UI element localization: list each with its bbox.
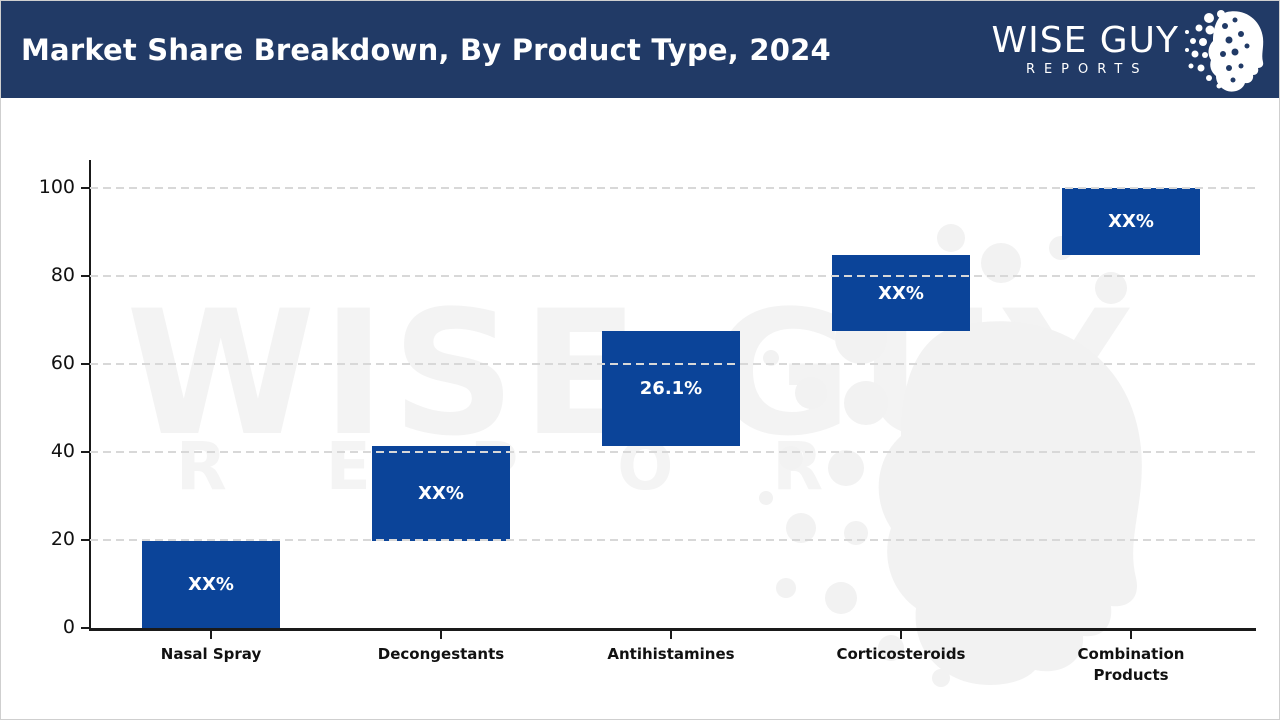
y-axis-line bbox=[89, 160, 91, 630]
wise-guy-head-icon bbox=[1185, 9, 1264, 92]
gridline-y80 bbox=[90, 275, 1256, 277]
bar-nasal-spray: XX% bbox=[142, 540, 280, 628]
y-tick-40 bbox=[81, 451, 89, 453]
bar-value-label: XX% bbox=[878, 282, 924, 304]
page-title: Market Share Breakdown, By Product Type,… bbox=[21, 32, 831, 67]
bar-decongestants: XX% bbox=[372, 446, 510, 541]
x-tick-1 bbox=[440, 631, 442, 639]
x-tick-4 bbox=[1130, 631, 1132, 639]
wise-guy-logo: WISE GUY REPORTS bbox=[992, 6, 1280, 94]
y-tick-label-80: 80 bbox=[50, 264, 75, 286]
y-tick-20 bbox=[81, 539, 89, 541]
bar-value-label: XX% bbox=[188, 573, 234, 595]
x-category-label-1: Decongestants bbox=[377, 645, 505, 663]
gridline-y40 bbox=[90, 451, 1256, 453]
x-category-label-3: Corticosteroids bbox=[836, 645, 966, 663]
bar-value-label: XX% bbox=[418, 483, 464, 505]
chart-area: WISE GUY R E P O R T S 020406080100XX%Na… bbox=[1, 98, 1279, 719]
y-tick-60 bbox=[81, 363, 89, 365]
header-bar: Market Share Breakdown, By Product Type,… bbox=[1, 1, 1279, 98]
x-category-label-2: Antihistamines bbox=[607, 645, 735, 663]
bar-antihistamines: 26.1% bbox=[602, 331, 740, 447]
wise-guy-logo-text: WISE GUY REPORTS bbox=[991, 20, 1180, 77]
y-tick-0 bbox=[81, 627, 89, 629]
x-category-label-4: Combination Products bbox=[1077, 645, 1185, 684]
y-tick-label-20: 20 bbox=[50, 528, 75, 550]
y-tick-100 bbox=[81, 187, 89, 189]
bar-value-label: XX% bbox=[1108, 210, 1154, 232]
logo-subtitle: REPORTS bbox=[1025, 62, 1149, 77]
gridline-y60 bbox=[90, 363, 1256, 365]
bar-combination-products: XX% bbox=[1062, 188, 1200, 255]
logo-wordmark: WISE GUY bbox=[991, 20, 1179, 61]
x-tick-0 bbox=[210, 631, 212, 639]
bar-value-label: 26.1% bbox=[639, 378, 703, 400]
y-tick-label-60: 60 bbox=[50, 352, 75, 374]
bar-corticosteroids: XX% bbox=[832, 254, 970, 332]
x-axis-line bbox=[89, 628, 1256, 631]
watermark-head-icon bbox=[759, 224, 1142, 687]
x-tick-2 bbox=[670, 631, 672, 639]
y-tick-label-0: 0 bbox=[62, 616, 75, 638]
y-tick-80 bbox=[81, 275, 89, 277]
gridline-y100 bbox=[90, 187, 1256, 189]
y-tick-label-100: 100 bbox=[38, 176, 75, 198]
y-tick-label-40: 40 bbox=[50, 440, 75, 462]
x-category-label-0: Nasal Spray bbox=[160, 645, 262, 663]
x-tick-3 bbox=[900, 631, 902, 639]
gridline-y20 bbox=[90, 539, 1256, 541]
